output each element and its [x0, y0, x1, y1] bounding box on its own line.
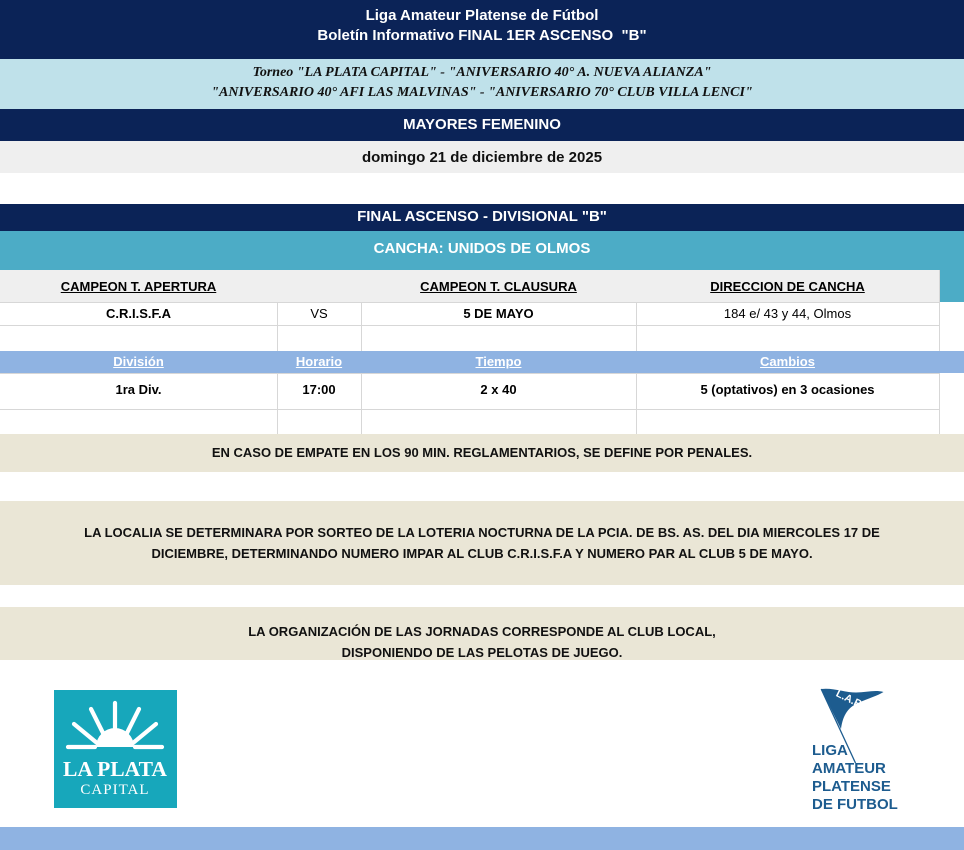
svg-text:CAPITAL: CAPITAL: [80, 782, 149, 798]
svg-text:LIGA: LIGA: [812, 742, 848, 759]
svg-text:PLATENSE: PLATENSE: [812, 778, 891, 795]
svg-text:LA PLATA: LA PLATA: [63, 757, 168, 781]
svg-text:DE FUTBOL: DE FUTBOL: [812, 796, 898, 810]
svg-text:AMATEUR: AMATEUR: [812, 760, 886, 777]
